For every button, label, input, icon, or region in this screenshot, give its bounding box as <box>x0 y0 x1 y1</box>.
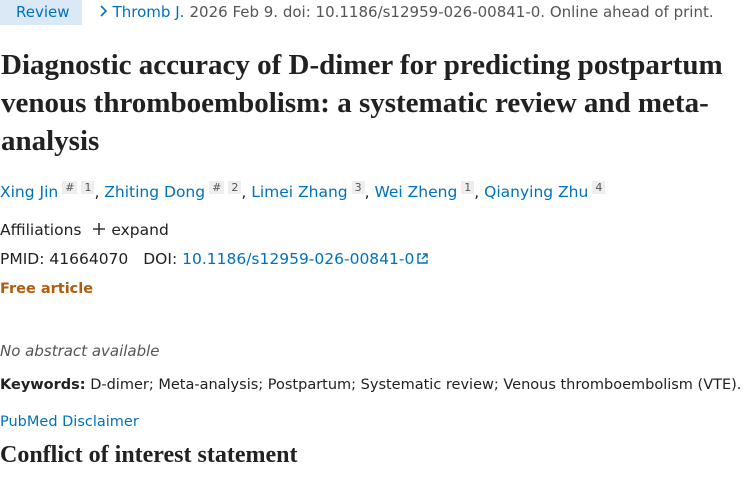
affiliation-ref[interactable]: # <box>209 181 225 194</box>
author-name[interactable]: Wei Zheng <box>374 183 458 201</box>
author-name[interactable]: Qianying Zhu <box>484 183 589 201</box>
section-heading: Conflict of interest statement <box>0 442 298 468</box>
author: Zhiting Dong#2 <box>94 181 242 201</box>
citation: 2026 Feb 9. doi: 10.1186/s12959-026-0084… <box>189 3 714 21</box>
author-name[interactable]: Zhiting Dong <box>104 183 206 201</box>
affiliations-label: Affiliations <box>0 221 82 239</box>
citation-bar: Review Thromb J. 2026 Feb 9. doi: 10.118… <box>0 0 714 25</box>
affiliation-ref[interactable]: 1 <box>81 181 95 194</box>
plus-icon[interactable] <box>92 222 106 236</box>
author: Xing Jin #1 <box>0 181 95 201</box>
abstract-note: No abstract available <box>0 342 160 360</box>
author-name[interactable]: Limei Zhang <box>251 183 348 201</box>
expand-toggle[interactable]: expand <box>111 221 169 239</box>
pmid: 41664070 <box>49 250 129 268</box>
doi-label: DOI: <box>143 250 178 268</box>
author-name[interactable]: Xing Jin <box>0 183 59 201</box>
affiliation-ref[interactable]: 3 <box>351 181 365 194</box>
affiliations: Affiliations expand <box>0 221 169 239</box>
chevron-icon <box>100 5 107 17</box>
keywords-text: D-dimer; Meta-analysis; Postpartum; Syst… <box>90 377 742 393</box>
author-list: Xing Jin#1Zhiting Dong#2Limei Zhang3Wei … <box>0 181 606 201</box>
affiliation-ref[interactable]: 4 <box>592 181 606 194</box>
article-title: Diagnostic accuracy of D-dimer for predi… <box>1 49 723 157</box>
article-type: Review <box>0 0 82 25</box>
disclaimer-link[interactable]: PubMed Disclaimer <box>0 414 139 430</box>
journal-link[interactable]: Thromb J. <box>112 3 185 21</box>
keywords: Keywords: D-dimer; Meta-analysis; Postpa… <box>0 377 741 393</box>
keywords-label: Keywords: <box>0 377 86 393</box>
pmid-label: PMID: <box>0 250 45 268</box>
identifiers: PMID: 41664070 DOI: 10.1186/s12959-026-0… <box>0 250 429 268</box>
affiliation-ref[interactable]: 1 <box>461 181 475 194</box>
doi-link[interactable]: 10.1186/s12959-026-00841-0 <box>182 250 415 268</box>
affiliation-ref[interactable]: # <box>62 181 78 194</box>
free-article: Free article <box>0 281 94 297</box>
external-link-icon <box>417 253 429 264</box>
affiliation-ref[interactable]: 2 <box>228 181 242 194</box>
